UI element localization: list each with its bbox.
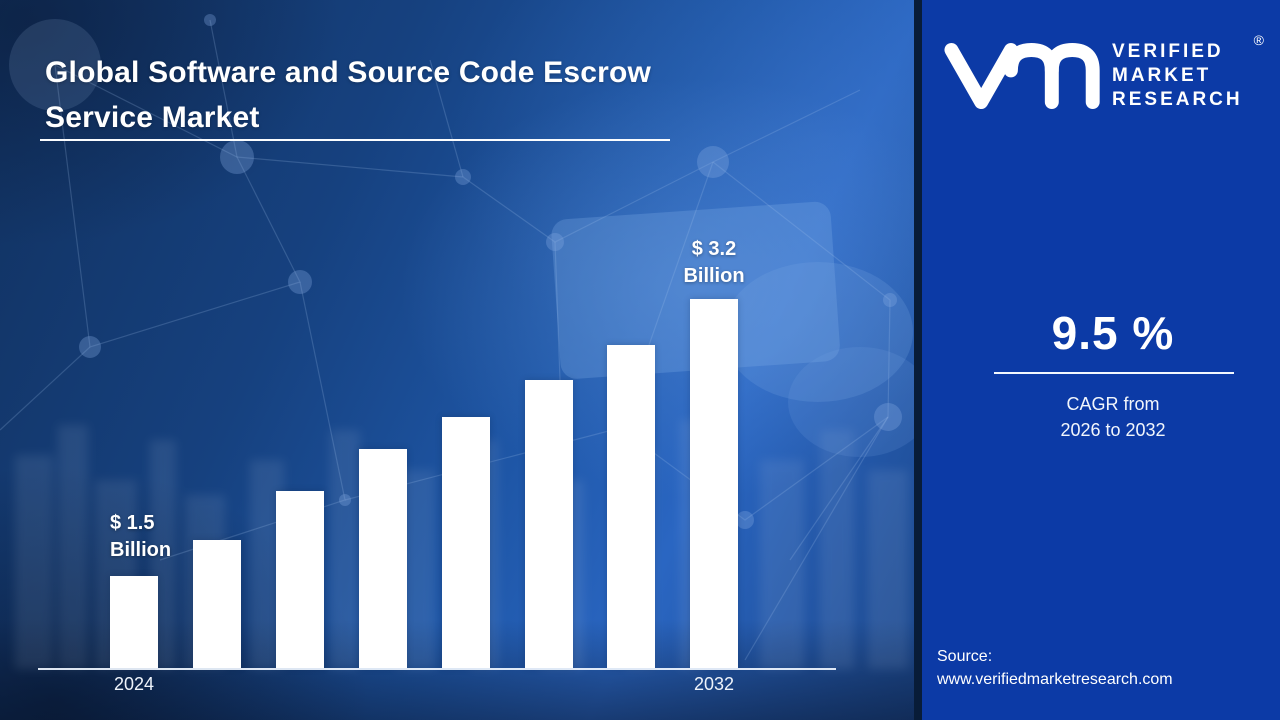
vmr-logo: VERIFIED MARKET RESEARCH ®: [922, 0, 1280, 140]
chart-panel: Global Software and Source Code Escrow S…: [0, 0, 914, 720]
last-bar-value-label: $ 3.2 Billion: [666, 236, 762, 290]
first-bar-value-label: $ 1.5 Billion: [110, 510, 171, 564]
bar-col4: [359, 449, 407, 668]
source-url[interactable]: www.verifiedmarketresearch.com: [937, 671, 1173, 688]
brand-line-verified: VERIFIED: [1112, 41, 1224, 62]
bar-col5: [442, 417, 490, 668]
cagr-value: 9.5 %: [1051, 307, 1175, 359]
brand-wordmark: VERIFIED MARKET RESEARCH: [1112, 40, 1243, 112]
brand-line-market: MARKET: [1112, 65, 1212, 86]
cagr-underline: [994, 372, 1234, 374]
page-title: Global Software and Source Code Escrow S…: [45, 50, 705, 140]
brand-line-research: RESEARCH: [1112, 89, 1243, 110]
info-panel: VERIFIED MARKET RESEARCH ® 9.5 % CAGR fr…: [922, 0, 1280, 720]
bar-col6: [525, 380, 573, 668]
bar-col3: [276, 491, 324, 668]
first-bar-value-amount: $ 1.5: [110, 512, 155, 534]
bar-col2: [193, 540, 241, 668]
panel-divider: [914, 0, 922, 720]
x-tick-2024: 2024: [113, 674, 155, 694]
last-bar-value-unit: Billion: [683, 265, 745, 287]
bar-2024: [110, 576, 158, 668]
bar-chart: $ 1.5 Billion $ 3.2 Billion 2024 2032: [38, 236, 836, 694]
title-underline: [40, 139, 670, 141]
vmr-logo-mark-icon: [944, 43, 1100, 109]
source-block: Source: www.verifiedmarketresearch.com: [937, 645, 1173, 691]
x-tick-2032: 2032: [693, 674, 735, 694]
cagr-caption-line2: 2026 to 2032: [1060, 420, 1166, 440]
x-axis-line: [38, 668, 836, 670]
source-label: Source:: [937, 648, 993, 665]
bar-2032: [690, 299, 738, 668]
first-bar-value-unit: Billion: [110, 539, 172, 561]
registered-trademark-icon: ®: [1253, 32, 1264, 48]
cagr-caption-line1: CAGR from: [1066, 394, 1160, 414]
page-title-line2: Service Market: [45, 101, 260, 134]
bar-col7: [607, 345, 655, 668]
last-bar-value-amount: $ 3.2: [691, 238, 737, 260]
cagr-caption: CAGR from 2026 to 2032: [946, 391, 1280, 443]
page-title-line1: Global Software and Source Code Escrow: [45, 56, 652, 89]
